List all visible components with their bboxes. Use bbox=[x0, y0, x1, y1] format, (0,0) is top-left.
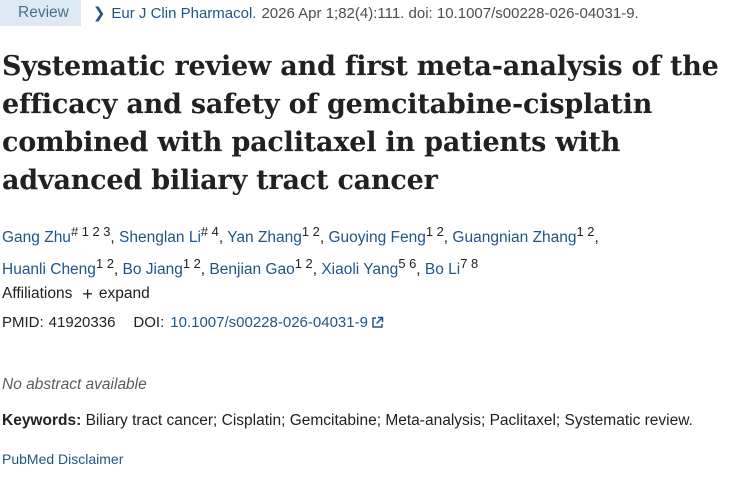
author-item: Yan Zhang1 2 bbox=[227, 224, 320, 247]
pubmed-disclaimer-link[interactable]: PubMed Disclaimer bbox=[2, 451, 124, 467]
author-link[interactable]: Bo Jiang bbox=[122, 261, 183, 279]
author-list: Gang Zhu# 1 2 3, Shenglan Li# 4, Yan Zha… bbox=[2, 224, 599, 279]
author-item: Xiaoli Yang5 6 bbox=[321, 256, 416, 279]
author-affiliation-refs[interactable]: 1 2 bbox=[301, 224, 320, 239]
author-link[interactable]: Benjian Gao bbox=[209, 261, 295, 279]
keywords-text: Biliary tract cancer; Cisplatin; Gemcita… bbox=[85, 412, 693, 429]
author-link[interactable]: Yan Zhang bbox=[227, 229, 302, 247]
author-affiliation-refs[interactable]: 1 2 bbox=[95, 256, 114, 272]
author-item: Huanli Cheng1 2 bbox=[2, 256, 114, 279]
author-affiliation-refs[interactable]: # 1 2 3 bbox=[70, 224, 111, 239]
author-link[interactable]: Huanli Cheng bbox=[2, 261, 96, 279]
citation-bar: Review ❯ Eur J Clin Pharmacol. 2026 Apr … bbox=[0, 0, 639, 26]
author-item: Guangnian Zhang1 2 bbox=[452, 224, 594, 247]
author-item: Bo Li7 8 bbox=[424, 256, 478, 279]
identifiers: PMID: 41920336 DOI: 10.1007/s00228-026-0… bbox=[2, 314, 384, 331]
affiliations-toggle[interactable]: Affiliations + expand bbox=[2, 285, 150, 303]
plus-icon: + bbox=[82, 283, 93, 304]
doi-label: DOI: bbox=[133, 314, 165, 331]
keywords: Keywords: Biliary tract cancer; Cisplati… bbox=[2, 412, 693, 430]
author-affiliation-refs[interactable]: 1 2 bbox=[182, 256, 201, 272]
author-affiliation-refs[interactable]: 1 2 bbox=[576, 224, 595, 239]
citation: ❯ Eur J Clin Pharmacol. 2026 Apr 1;82(4)… bbox=[92, 4, 639, 23]
author-affiliation-refs[interactable]: 1 2 bbox=[425, 224, 444, 239]
author-link[interactable]: Gang Zhu bbox=[2, 229, 71, 247]
author-affiliation-refs[interactable]: 1 2 bbox=[294, 256, 313, 272]
author-link[interactable]: Shenglan Li bbox=[119, 229, 201, 247]
article-type-badge: Review bbox=[0, 0, 81, 26]
author-item: Bo Jiang1 2 bbox=[122, 256, 201, 279]
author-item: Gang Zhu# 1 2 3 bbox=[2, 224, 110, 247]
no-abstract-note: No abstract available bbox=[2, 376, 147, 393]
affiliations-label: Affiliations bbox=[2, 285, 73, 302]
pmid-value: 41920336 bbox=[48, 314, 116, 331]
article-title: Systematic review and first meta-analysi… bbox=[2, 51, 719, 196]
pmid-label: PMID: bbox=[2, 314, 44, 331]
author-affiliation-refs[interactable]: 5 6 bbox=[398, 256, 417, 272]
author-item: Guoying Feng1 2 bbox=[328, 224, 443, 247]
journal-link[interactable]: Eur J Clin Pharmacol. bbox=[111, 4, 257, 22]
citation-details: 2026 Apr 1;82(4):111. doi: 10.1007/s0022… bbox=[261, 4, 639, 22]
expand-label: expand bbox=[98, 285, 150, 302]
author-item: Benjian Gao1 2 bbox=[209, 256, 312, 279]
chevron-right-icon: ❯ bbox=[92, 5, 106, 22]
doi-link[interactable]: 10.1007/s00228-026-04031-9 bbox=[170, 314, 368, 331]
author-link[interactable]: Guoying Feng bbox=[328, 229, 426, 247]
author-link[interactable]: Guangnian Zhang bbox=[452, 229, 577, 247]
author-affiliation-refs[interactable]: 7 8 bbox=[460, 256, 479, 272]
author-affiliation-refs[interactable]: # 4 bbox=[200, 224, 219, 239]
author-item: Shenglan Li# 4 bbox=[119, 224, 219, 247]
author-link[interactable]: Xiaoli Yang bbox=[321, 261, 399, 279]
external-link-icon[interactable] bbox=[371, 316, 384, 329]
author-link[interactable]: Bo Li bbox=[424, 261, 461, 279]
keywords-label: Keywords: bbox=[2, 412, 82, 429]
